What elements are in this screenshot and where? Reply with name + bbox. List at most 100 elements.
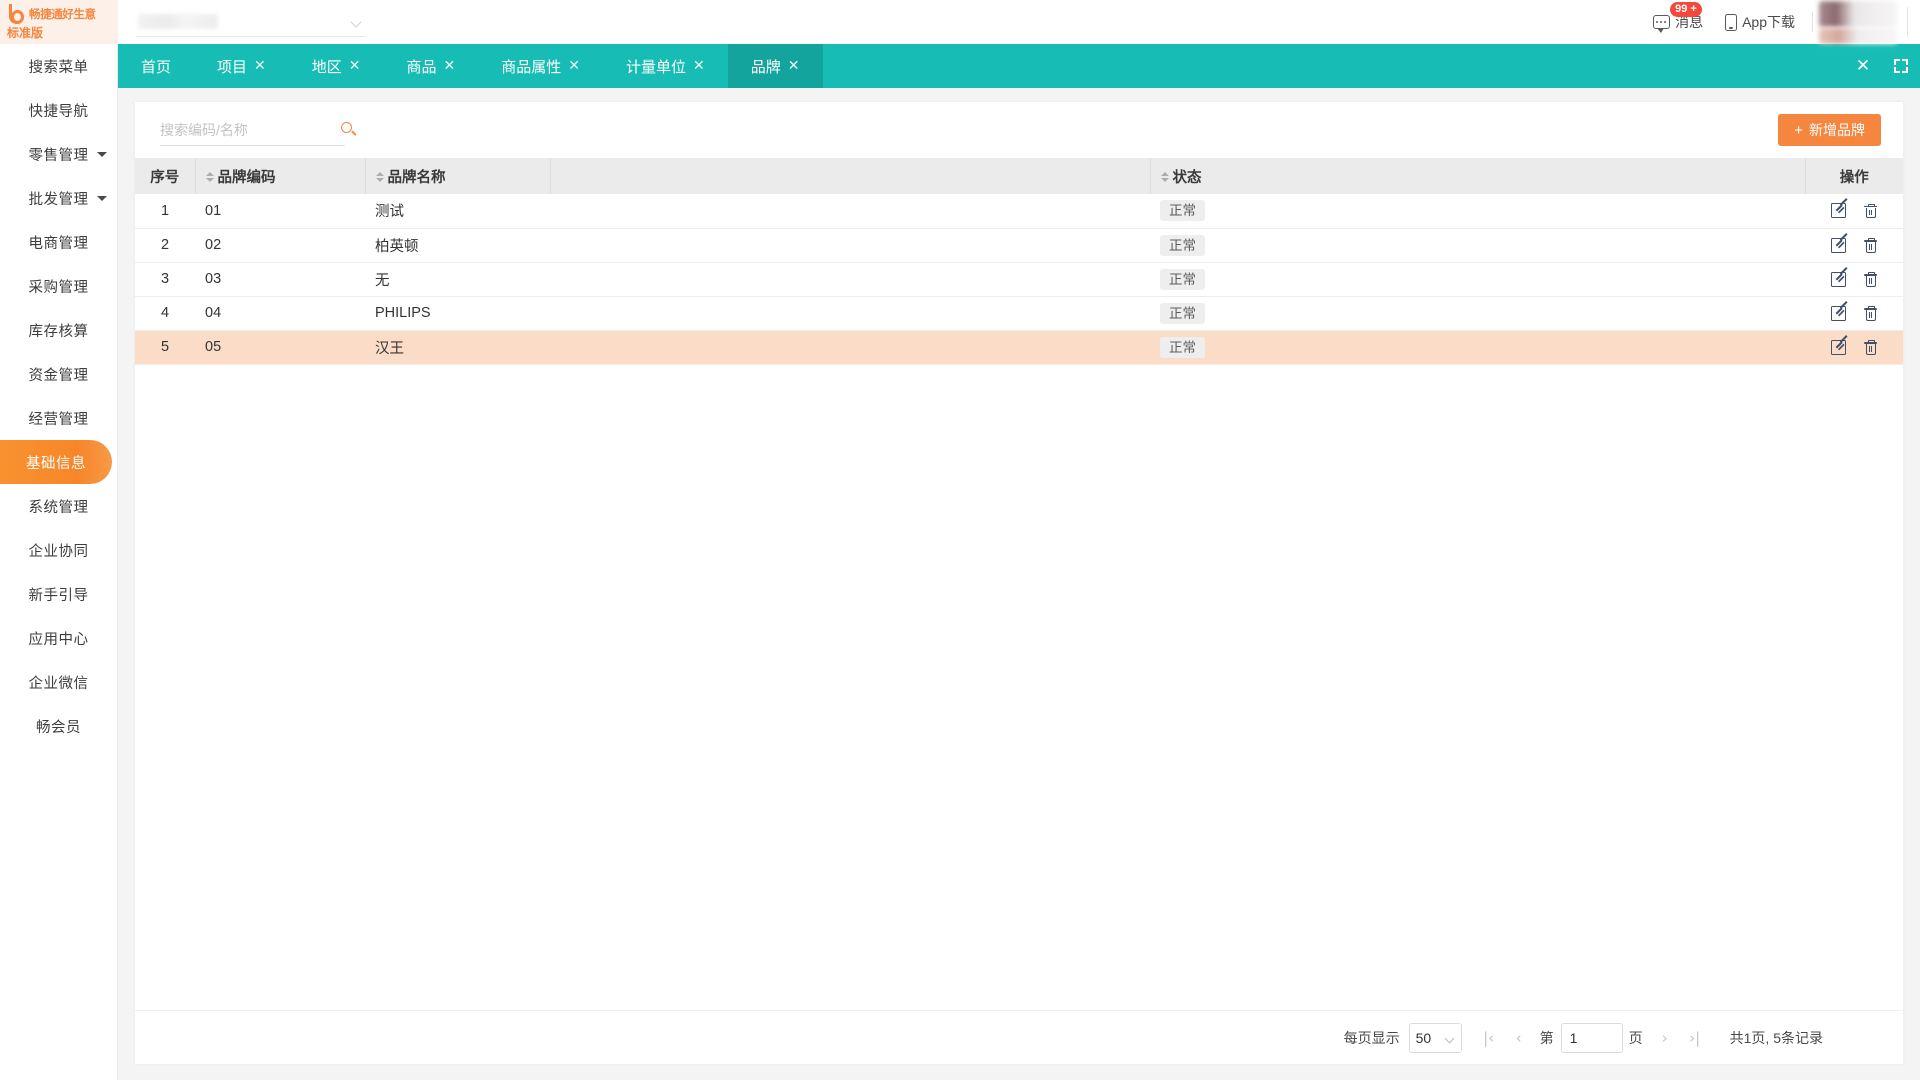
- tab-2[interactable]: 地区 ✕: [289, 44, 384, 88]
- sidebar-item-10[interactable]: 系统管理: [0, 484, 117, 528]
- sidebar-item-15[interactable]: 畅会员: [0, 704, 117, 748]
- sort-icon[interactable]: [1160, 170, 1169, 184]
- row-actions: [1815, 203, 1893, 219]
- app-logo[interactable]: + 畅捷通好生意 标准版: [0, 0, 118, 44]
- page-number-input[interactable]: [1560, 1022, 1623, 1053]
- app-download-label: App下载: [1742, 14, 1795, 30]
- page-suffix-label: 页: [1628, 1029, 1643, 1046]
- tab-5[interactable]: 计量单位 ✕: [603, 44, 728, 88]
- sidebar-item-9[interactable]: 基础信息: [0, 440, 112, 484]
- sidebar-item-13[interactable]: 应用中心: [0, 616, 117, 660]
- delete-icon[interactable]: [1864, 272, 1877, 287]
- search-icon[interactable]: [341, 122, 356, 137]
- chevron-down-icon: [1446, 1035, 1455, 1041]
- sidebar-item-8[interactable]: 经营管理: [0, 396, 117, 440]
- page-prefix-label: 第: [1539, 1029, 1554, 1046]
- sidebar-item-12[interactable]: 新手引导: [0, 572, 117, 616]
- table-row[interactable]: 5 05 汉王 正常: [135, 330, 1903, 365]
- mobile-phone-icon: [1725, 13, 1738, 31]
- sidebar-item-4[interactable]: 电商管理: [0, 220, 117, 264]
- first-page-button[interactable]: |‹: [1474, 1023, 1504, 1053]
- sidebar-item-1[interactable]: 快捷导航: [0, 88, 117, 132]
- next-page-icon: ›: [1661, 1028, 1668, 1047]
- close-icon: ✕: [1855, 55, 1871, 76]
- search-input[interactable]: [160, 121, 341, 138]
- fullscreen-icon: [1894, 59, 1908, 73]
- delete-icon[interactable]: [1864, 340, 1877, 355]
- table-row[interactable]: 1 01 测试 正常: [135, 194, 1903, 229]
- fullscreen-button[interactable]: [1882, 44, 1920, 88]
- sidebar-item-0[interactable]: 搜索菜单: [0, 44, 117, 88]
- tab-1[interactable]: 项目 ✕: [194, 44, 289, 88]
- sidebar-item-2[interactable]: 零售管理: [0, 132, 117, 176]
- edit-icon[interactable]: [1831, 237, 1846, 253]
- edit-icon[interactable]: [1831, 203, 1846, 219]
- table-row[interactable]: 2 02 柏英顿 正常: [135, 228, 1903, 263]
- next-page-button[interactable]: ›: [1650, 1023, 1680, 1053]
- page-size-select[interactable]: 50: [1408, 1022, 1462, 1053]
- column-header-2[interactable]: 品牌名称: [365, 158, 551, 194]
- sidebar-item-3[interactable]: 批发管理: [0, 176, 117, 220]
- delete-icon[interactable]: [1864, 306, 1877, 321]
- org-name-redacted: [138, 14, 218, 29]
- sidebar-item-11[interactable]: 企业协同: [0, 528, 117, 572]
- status-badge: 正常: [1160, 336, 1205, 358]
- search-box[interactable]: [160, 114, 356, 146]
- tab-label: 地区: [311, 58, 342, 76]
- tab-close-icon[interactable]: ✕: [348, 58, 361, 74]
- sidebar-item-label: 畅会员: [36, 719, 81, 736]
- sort-icon[interactable]: [375, 170, 384, 184]
- tab-0[interactable]: 首页: [118, 44, 194, 88]
- column-header-label: 品牌名称: [387, 169, 446, 186]
- prev-page-button[interactable]: ‹: [1504, 1023, 1534, 1053]
- cell-index: 2: [135, 228, 195, 263]
- column-header-1[interactable]: 品牌编码: [195, 158, 366, 194]
- tab-bar-actions: ✕: [1844, 44, 1920, 88]
- tab-close-icon[interactable]: ✕: [443, 58, 456, 74]
- sidebar-item-label: 快捷导航: [28, 103, 89, 120]
- tab-6[interactable]: 品牌 ✕: [727, 44, 823, 88]
- cell-index: 5: [135, 330, 195, 365]
- pagination: 每页显示 50 |‹ ‹ 第 页 › ›| 共1页, 5条记录: [135, 1010, 1903, 1064]
- column-header-label: 序号: [150, 169, 180, 186]
- sidebar-item-label: 资金管理: [28, 367, 89, 384]
- table-row[interactable]: 3 03 无 正常: [135, 262, 1903, 297]
- cell-actions: [1805, 228, 1903, 263]
- org-selector[interactable]: [136, 7, 366, 37]
- tab-4[interactable]: 商品属性 ✕: [478, 44, 603, 88]
- sidebar-item-7[interactable]: 资金管理: [0, 352, 117, 396]
- messages-button[interactable]: 消息 99 +: [1642, 0, 1714, 44]
- cell-status: 正常: [1150, 228, 1805, 263]
- delete-icon[interactable]: [1864, 238, 1877, 253]
- plus-icon: +: [1794, 121, 1803, 139]
- table-row[interactable]: 4 04 PHILIPS 正常: [135, 296, 1903, 331]
- tab-label: 商品: [406, 58, 437, 76]
- edit-icon[interactable]: [1831, 339, 1846, 355]
- add-brand-button[interactable]: + 新增品牌: [1778, 114, 1881, 146]
- status-badge: 正常: [1160, 234, 1205, 256]
- tab-close-icon[interactable]: ✕: [693, 58, 705, 74]
- app-download-button[interactable]: App下载: [1714, 0, 1806, 44]
- last-page-button[interactable]: ›|: [1680, 1023, 1710, 1053]
- delete-icon[interactable]: [1864, 203, 1877, 219]
- edit-icon[interactable]: [1831, 271, 1846, 287]
- tab-list: 首页 项目 ✕ 地区 ✕ 商品 ✕ 商品属性 ✕ 计量单位 ✕ 品牌 ✕: [118, 44, 823, 88]
- tab-close-icon[interactable]: ✕: [787, 58, 800, 74]
- tab-close-icon[interactable]: ✕: [568, 58, 581, 74]
- sort-icon[interactable]: [205, 170, 214, 184]
- sidebar-item-14[interactable]: 企业微信: [0, 660, 117, 704]
- cell-actions: [1805, 262, 1903, 297]
- sidebar-item-6[interactable]: 库存核算: [0, 308, 117, 352]
- content-toolbar: + 新增品牌: [135, 102, 1903, 158]
- cell-empty: [550, 228, 1150, 263]
- sidebar-item-label: 库存核算: [28, 323, 89, 340]
- caret-down-icon: [97, 196, 107, 201]
- brand-name: 畅捷通好生意: [29, 9, 96, 21]
- tab-3[interactable]: 商品 ✕: [384, 44, 479, 88]
- column-header-4[interactable]: 状态: [1150, 158, 1806, 194]
- user-avatar[interactable]: [1819, 0, 1897, 44]
- tab-close-icon[interactable]: ✕: [254, 58, 266, 74]
- edit-icon[interactable]: [1831, 305, 1846, 321]
- close-tab-button[interactable]: ✕: [1844, 44, 1882, 88]
- sidebar-item-5[interactable]: 采购管理: [0, 264, 117, 308]
